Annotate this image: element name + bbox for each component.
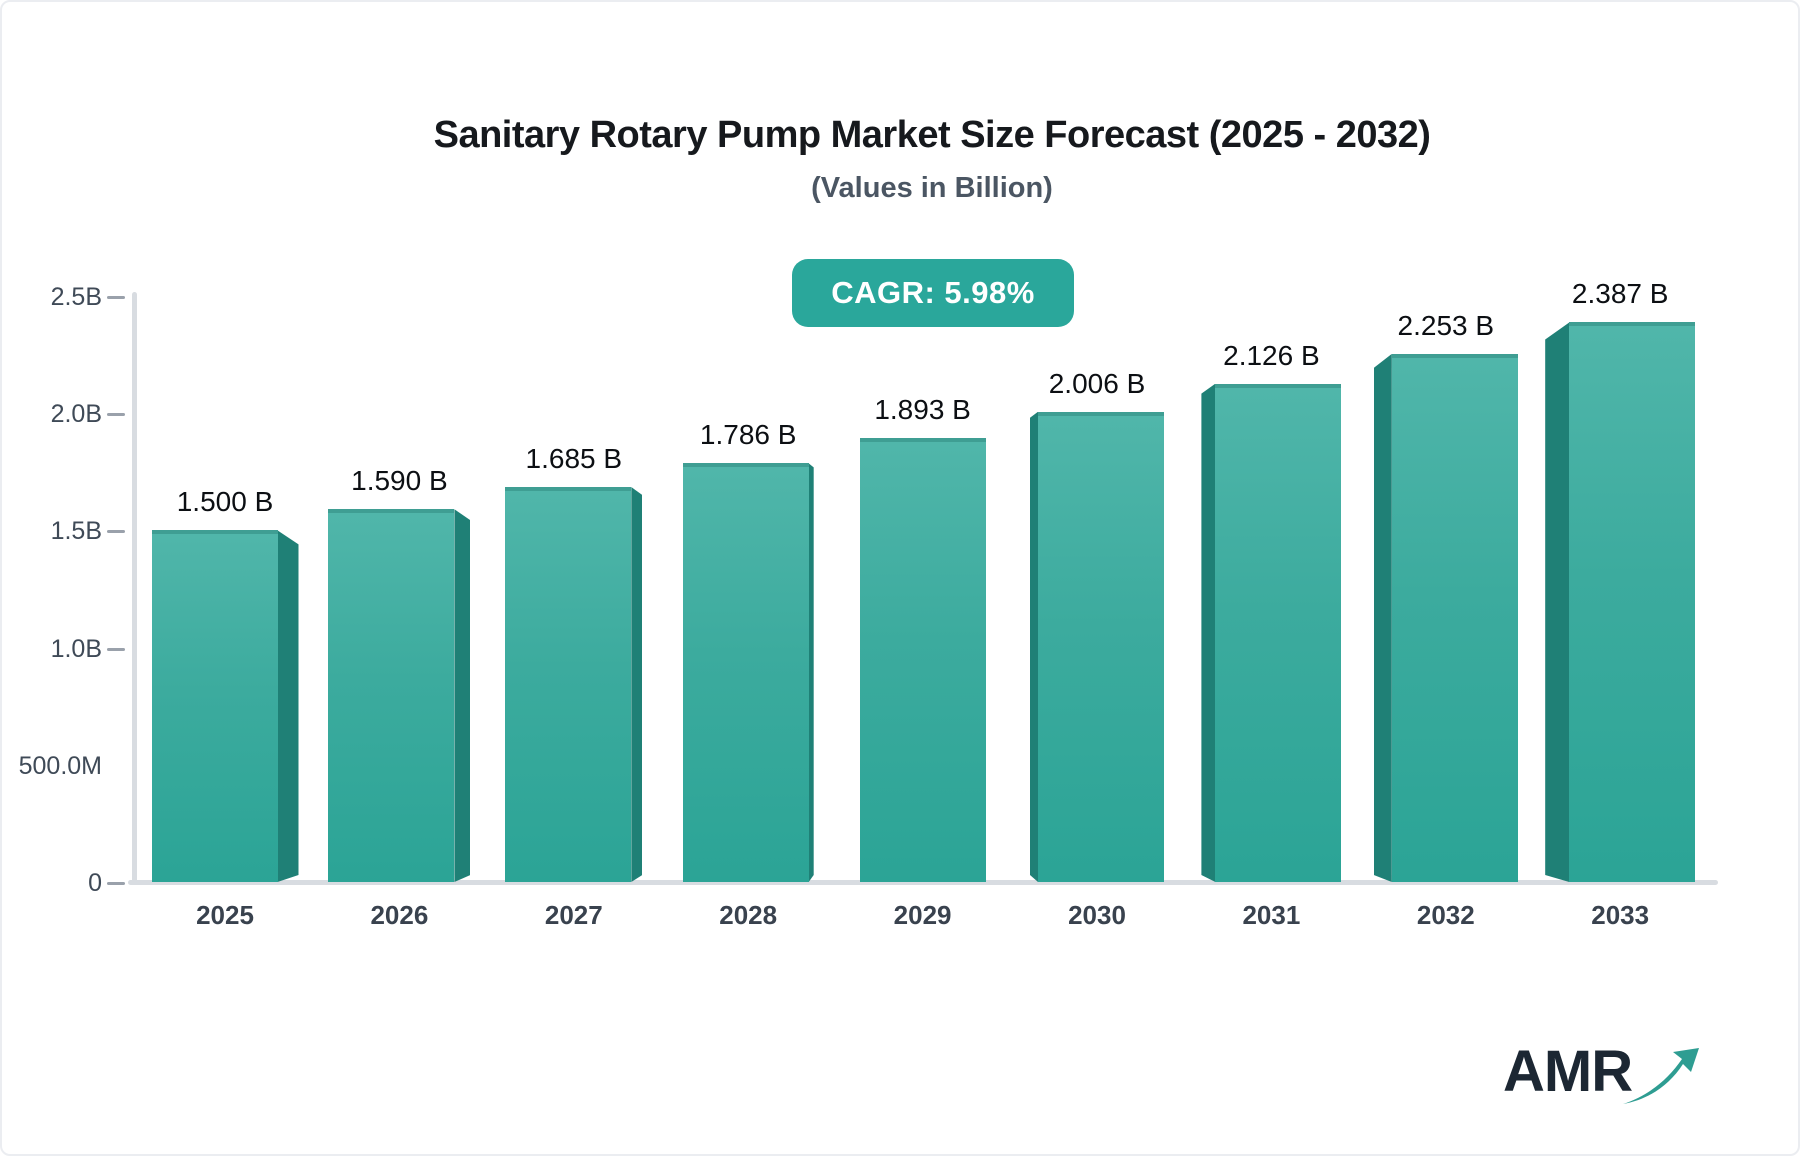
bar-side-face bbox=[1201, 384, 1215, 882]
bar-side-face bbox=[454, 509, 470, 882]
y-tick-label: 1.5B bbox=[50, 517, 102, 546]
growth-arrow-icon bbox=[1623, 1048, 1699, 1104]
y-tick-label: 2.5B bbox=[50, 283, 102, 311]
x-tick-label: 2030 bbox=[1068, 900, 1126, 930]
bar-value-label: 1.786 B bbox=[699, 419, 797, 451]
bar-value-label: 1.500 B bbox=[176, 486, 274, 518]
bar-2032 bbox=[1374, 353, 1518, 882]
cagr-badge: CAGR: 5.98% bbox=[792, 259, 1074, 327]
x-tick-label: 2028 bbox=[719, 900, 778, 930]
bar-face bbox=[1391, 353, 1518, 882]
x-tick-label: 2033 bbox=[1591, 900, 1650, 930]
bar-2025 bbox=[151, 530, 299, 882]
bar-2033 bbox=[1545, 322, 1696, 882]
x-tick-label: 2025 bbox=[196, 900, 254, 930]
x-axis-line bbox=[128, 880, 1718, 885]
bar-face bbox=[1215, 383, 1342, 882]
bar-side-face bbox=[1030, 412, 1038, 882]
x-tick-label: 2031 bbox=[1242, 900, 1301, 930]
y-axis-line bbox=[132, 292, 137, 884]
bar-value-label: 1.685 B bbox=[525, 443, 623, 475]
bar-value-label: 2.253 B bbox=[1397, 309, 1495, 341]
y-tick-label: 2.0B bbox=[50, 400, 102, 429]
bar-2028 bbox=[682, 463, 814, 882]
bar-face bbox=[151, 530, 278, 882]
bar-2031 bbox=[1201, 383, 1342, 882]
bar-side-face bbox=[809, 463, 814, 882]
y-tick-mark bbox=[107, 530, 125, 534]
bar-value-label: 2.387 B bbox=[1571, 278, 1669, 310]
bar-value-label: 1.893 B bbox=[874, 394, 971, 426]
bar-face bbox=[1038, 411, 1164, 882]
x-tick-label: 2027 bbox=[544, 900, 603, 930]
x-tick-label: 2029 bbox=[893, 900, 952, 930]
bar-face bbox=[505, 487, 632, 882]
bar-face bbox=[682, 463, 809, 882]
bar-value-label: 2.126 B bbox=[1223, 339, 1320, 371]
y-tick-label: 1.0B bbox=[50, 634, 102, 663]
bar-side-face bbox=[1545, 322, 1569, 882]
bar-face bbox=[328, 509, 455, 882]
bar-side-face bbox=[1374, 354, 1392, 882]
bar-2029 bbox=[859, 438, 986, 882]
y-tick-mark bbox=[107, 647, 125, 651]
y-tick-label: 500.0M bbox=[18, 751, 102, 780]
chart-subtitle: (Values in Billion) bbox=[811, 172, 1053, 204]
y-tick-mark bbox=[107, 413, 125, 417]
bar-value-label: 1.590 B bbox=[351, 465, 448, 497]
bar-value-label: 2.006 B bbox=[1048, 367, 1146, 399]
bar-side-face bbox=[631, 487, 642, 882]
y-tick-label: 0 bbox=[88, 869, 102, 897]
chart-title: Sanitary Rotary Pump Market Size Forecas… bbox=[433, 114, 1431, 156]
bar-2027 bbox=[505, 487, 642, 882]
x-tick-label: 2026 bbox=[370, 900, 429, 930]
bar-face bbox=[1569, 322, 1696, 882]
amr-logo-text: AMR bbox=[1503, 1039, 1633, 1104]
bar-face bbox=[859, 438, 986, 882]
x-tick-label: 2032 bbox=[1416, 900, 1475, 930]
amr-logo: AMR bbox=[1503, 1032, 1699, 1122]
y-tick-mark bbox=[107, 296, 125, 299]
bar-side-face bbox=[278, 530, 299, 882]
bar-2030 bbox=[1030, 411, 1164, 882]
y-tick-mark bbox=[107, 882, 125, 885]
cagr-badge-label: CAGR: 5.98% bbox=[831, 275, 1035, 310]
bar-2026 bbox=[328, 509, 470, 882]
